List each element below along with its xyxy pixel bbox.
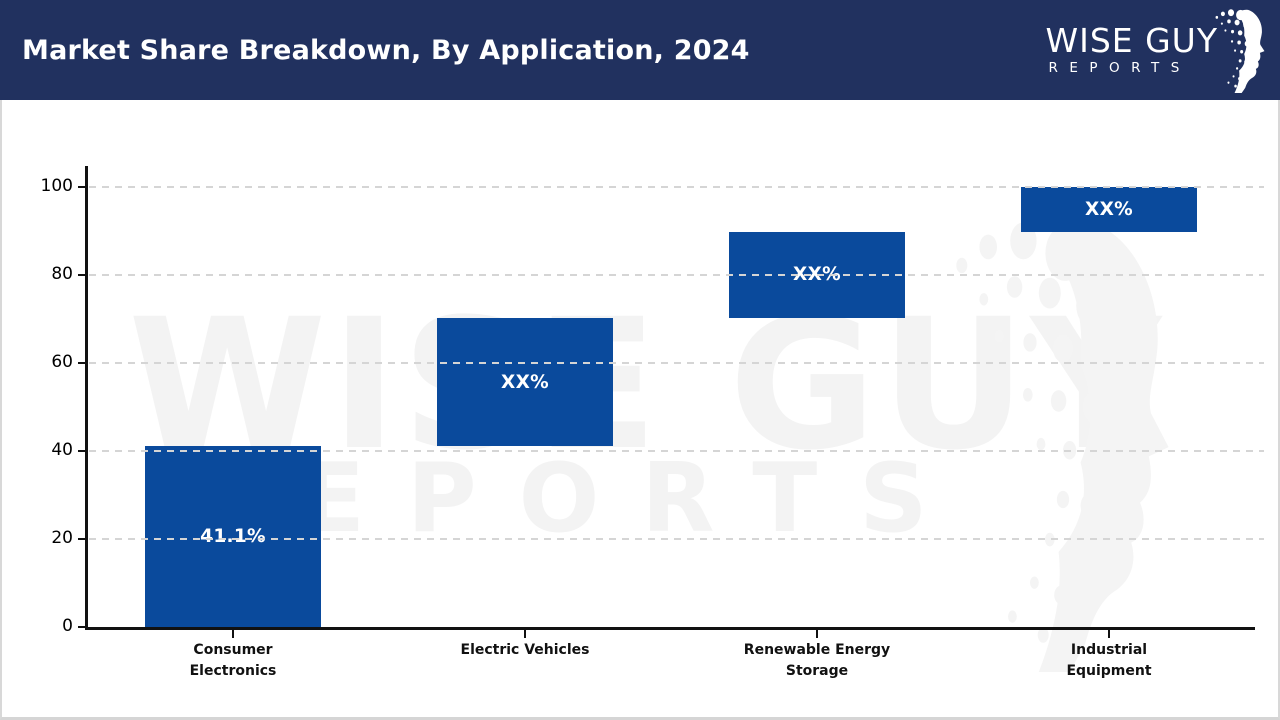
y-tick-mark	[78, 626, 87, 628]
gridline-60	[89, 362, 1264, 364]
x-tick-mark	[816, 630, 818, 638]
y-tick-mark	[78, 362, 87, 364]
x-category-label-renewable-energy-storage: Renewable Energy Storage	[687, 640, 947, 682]
x-axis-line	[85, 627, 1255, 630]
y-tick-mark	[78, 186, 87, 188]
y-tick-mark	[78, 450, 87, 452]
x-category-label-line: Renewable Energy	[743, 642, 891, 658]
x-category-label-line: Consumer	[193, 642, 273, 658]
bar-value-label: 41.1%	[200, 526, 266, 548]
gridline-20	[89, 538, 1264, 540]
x-category-label-line: Industrial	[1070, 642, 1148, 658]
x-tick-mark	[232, 630, 234, 638]
x-category-label-line: Electric Vehicles	[460, 642, 590, 658]
bar-industrial-equipment: XX%	[1021, 187, 1197, 232]
gridline-40	[89, 450, 1264, 452]
bar-electric-vehicles: XX%	[437, 318, 613, 447]
bar-value-label: XX%	[1085, 198, 1133, 220]
logo-wordmark: WISE GUY	[1045, 21, 1218, 61]
x-tick-mark	[1108, 630, 1110, 638]
chart-area: WISE GUY REPORTS 0 20 40 60 80 100 41.1% Consum…	[0, 100, 1280, 720]
header-bar: Market Share Breakdown, By Application, …	[0, 0, 1280, 100]
page-title: Market Share Breakdown, By Application, …	[22, 34, 750, 66]
x-category-label-line: Electronics	[189, 663, 277, 679]
y-tick-mark	[78, 538, 87, 540]
x-category-label-electric-vehicles: Electric Vehicles	[395, 640, 655, 661]
y-tick-mark	[78, 274, 87, 276]
y-tick-label: 0	[62, 616, 73, 636]
y-tick-label: 40	[51, 440, 73, 460]
logo-subtitle: REPORTS	[1048, 60, 1191, 77]
y-tick-label: 20	[51, 528, 73, 548]
watermark-wordmark: WISE GUY	[128, 281, 1166, 490]
x-category-label-line: Equipment	[1066, 663, 1152, 679]
y-axis-line	[85, 166, 88, 630]
x-category-label-line: Storage	[785, 663, 849, 679]
x-category-label-industrial-equipment: Industrial Equipment	[979, 640, 1239, 682]
wise-guy-reports-logo: WISE GUY REPORTS	[1045, 7, 1268, 93]
bar-consumer-electronics: 41.1%	[145, 446, 321, 627]
y-tick-label: 100	[40, 176, 73, 196]
gridline-80	[89, 274, 1264, 276]
logo-text: WISE GUY REPORTS	[1045, 24, 1218, 76]
dotted-head-icon	[1192, 7, 1268, 93]
x-category-label-consumer-electronics: Consumer Electronics	[103, 640, 363, 682]
y-tick-label: 60	[51, 352, 73, 372]
bar-value-label: XX%	[501, 371, 549, 393]
x-tick-mark	[524, 630, 526, 638]
y-tick-label: 80	[51, 264, 73, 284]
gridline-100	[89, 186, 1264, 188]
watermark-head-icon	[854, 210, 1184, 672]
